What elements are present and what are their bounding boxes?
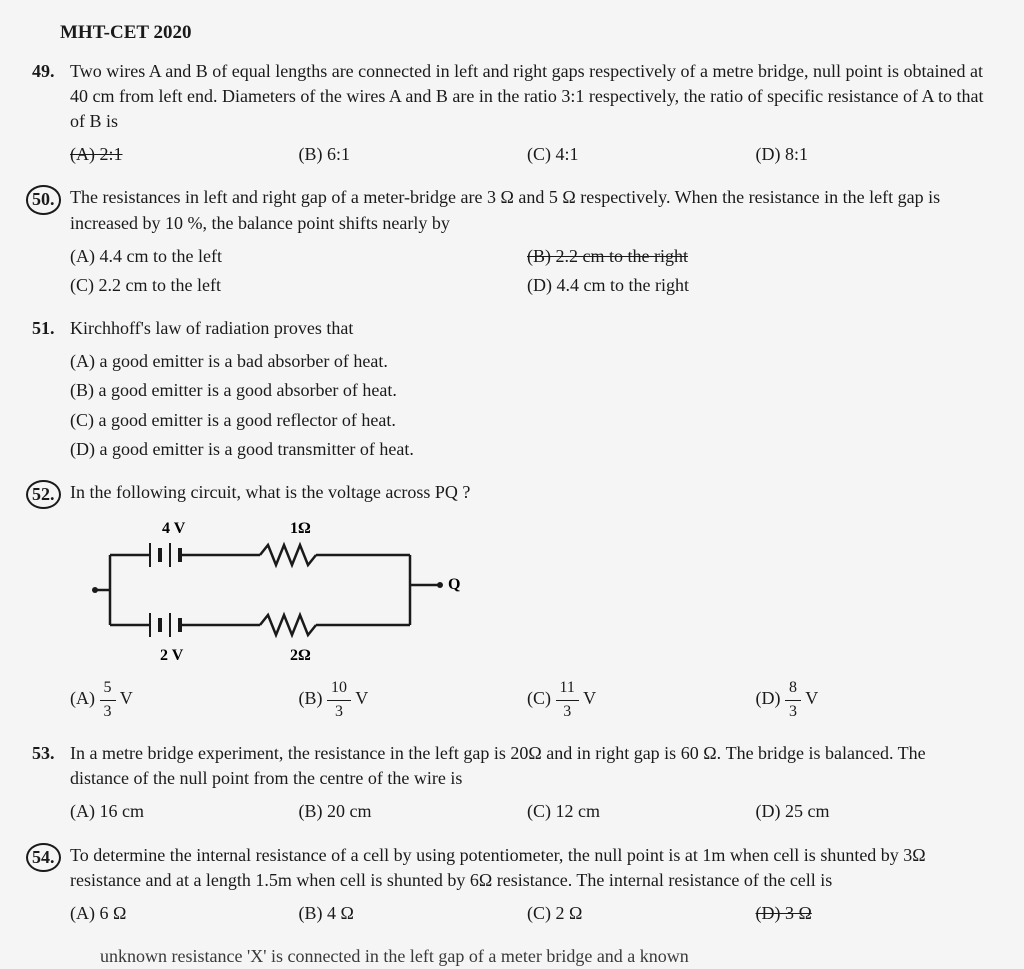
option-a: (A) a good emitter is a bad absorber of … [70,347,984,376]
option-c: (C) a good emitter is a good reflector o… [70,406,984,435]
question-text: In a metre bridge experiment, the resist… [70,741,984,791]
question-number: 49. [32,59,55,84]
option-b: (B) 6:1 [299,140,528,169]
option-d: (D) 8:1 [756,140,985,169]
fraction-num: 10 [327,677,351,700]
question-49: 49. Two wires A and B of equal lengths a… [40,59,984,170]
fraction-num: 8 [785,677,801,700]
option-c: (C) 4:1 [527,140,756,169]
option-b: (B) 2.2 cm to the right [527,242,984,271]
option-c: (C) 2 Ω [527,899,756,928]
option-d: (D) 25 cm [756,797,985,826]
options-row: (A) 5 3 V (B) 10 3 V (C) 11 3 V (D) [70,675,984,725]
fraction: 5 3 [100,677,116,723]
fraction-num: 5 [100,677,116,700]
option-b: (B) 10 3 V [299,675,528,725]
option-a: (A) 4.4 cm to the left [70,242,527,271]
option-b: (B) 20 cm [299,797,528,826]
fraction: 10 3 [327,677,351,723]
circuit-diagram: 4 V 1Ω Q 2 V 2Ω [90,515,984,665]
option-label: (A) [70,688,100,708]
option-a: (A) 6 Ω [70,899,299,928]
options-list: (A) a good emitter is a bad absorber of … [70,347,984,464]
option-unit: V [583,688,596,708]
question-text: Kirchhoff's law of radiation proves that [70,316,984,341]
cutoff-text: unknown resistance 'X' is connected in t… [100,944,984,969]
node-q: Q [448,576,460,593]
option-b: (B) 4 Ω [299,899,528,928]
question-text: Two wires A and B of equal lengths are c… [70,59,984,135]
options-grid: (A) 4.4 cm to the left (B) 2.2 cm to the… [70,242,984,300]
fraction-den: 3 [556,701,579,723]
option-label: (B) [299,688,328,708]
question-number: 52. [26,480,61,509]
label-2v: 2 V [160,647,184,664]
question-text: In the following circuit, what is the vo… [70,480,984,505]
question-54: 54. To determine the internal resistance… [40,843,984,929]
question-text: The resistances in left and right gap of… [70,185,984,235]
question-51: 51. Kirchhoff's law of radiation proves … [40,316,984,464]
options-row: (A) 2:1 (B) 6:1 (C) 4:1 (D) 8:1 [70,140,984,169]
option-d: (D) 8 3 V [756,675,985,725]
question-text: To determine the internal resistance of … [70,843,984,893]
question-number: 54. [26,843,61,872]
question-number: 53. [32,741,55,766]
fraction-den: 3 [100,701,116,723]
label-2ohm: 2Ω [290,647,311,664]
option-b: (B) a good emitter is a good absorber of… [70,376,984,405]
option-d: (D) a good emitter is a good transmitter… [70,435,984,464]
question-50: 50. The resistances in left and right ga… [40,185,984,300]
question-53: 53. In a metre bridge experiment, the re… [40,741,984,827]
option-a: (A) 2:1 [70,140,299,169]
question-number: 50. [26,185,61,214]
fraction: 11 3 [556,677,579,723]
fraction-den: 3 [785,701,801,723]
option-label: (D) [756,688,786,708]
option-unit: V [805,688,818,708]
question-52: 52. In the following circuit, what is th… [40,480,984,725]
option-d: (D) 3 Ω [756,899,985,928]
label-1ohm: 1Ω [290,520,311,537]
label-4v: 4 V [162,520,186,537]
option-a: (A) 5 3 V [70,675,299,725]
options-row: (A) 6 Ω (B) 4 Ω (C) 2 Ω (D) 3 Ω [70,899,984,928]
exam-header: MHT-CET 2020 [60,20,984,47]
option-c: (C) 11 3 V [527,675,756,725]
option-unit: V [120,688,133,708]
option-c: (C) 12 cm [527,797,756,826]
fraction: 8 3 [785,677,801,723]
option-unit: V [355,688,368,708]
options-row: (A) 16 cm (B) 20 cm (C) 12 cm (D) 25 cm [70,797,984,826]
fraction-num: 11 [556,677,579,700]
option-a: (A) 16 cm [70,797,299,826]
option-d: (D) 4.4 cm to the right [527,271,984,300]
option-label: (C) [527,688,556,708]
question-number: 51. [32,316,55,341]
fraction-den: 3 [327,701,351,723]
option-c: (C) 2.2 cm to the left [70,271,527,300]
